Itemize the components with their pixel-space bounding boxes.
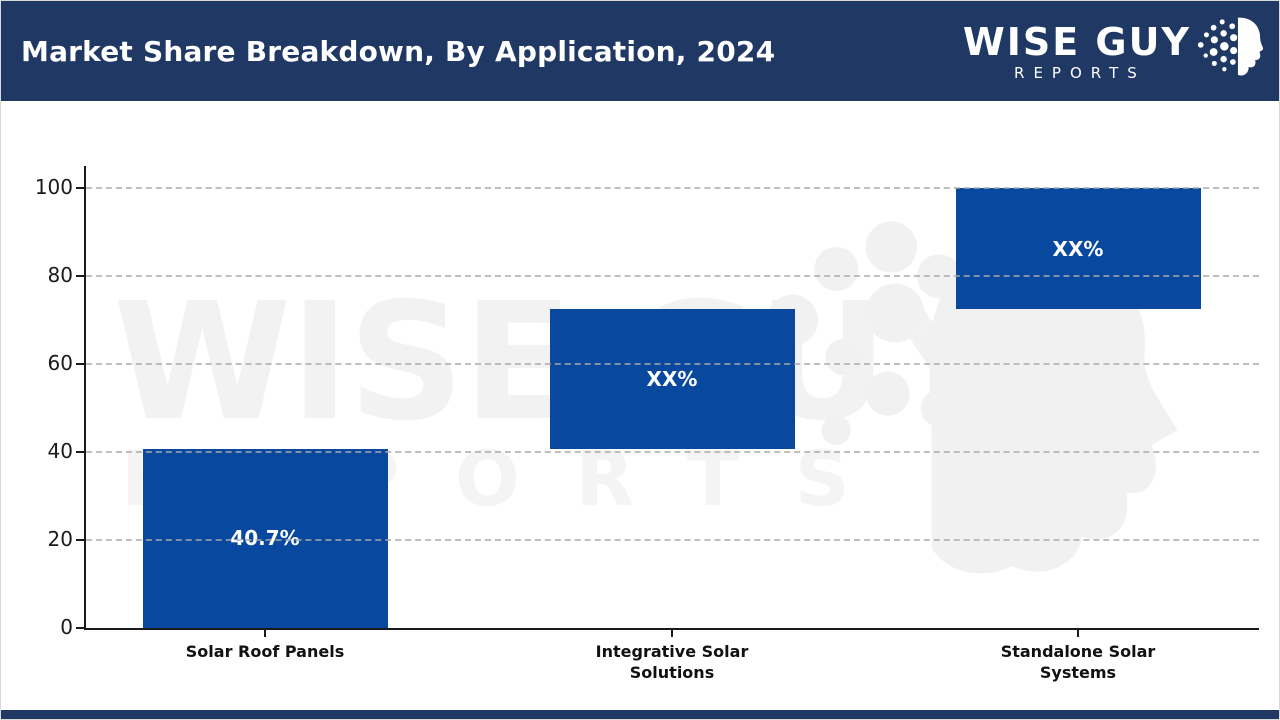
- bar: XX%: [549, 309, 795, 449]
- logo-reports-label: REPORTS: [1014, 64, 1146, 82]
- wise-guy-reports-logo: WISE GUY REPORTS: [963, 9, 1263, 95]
- y-tick-label: 20: [47, 527, 73, 551]
- bar-value-label: 40.7%: [230, 526, 300, 551]
- x-tick-mark: [1077, 630, 1079, 637]
- y-tick-label: 100: [34, 175, 73, 199]
- y-tick-mark: [76, 275, 84, 277]
- y-tick-mark: [76, 187, 84, 189]
- y-tick-label: 0: [60, 615, 73, 639]
- gridline: [86, 275, 1259, 277]
- category-label: Integrative Solar Solutions: [595, 642, 749, 682]
- gridline: [86, 363, 1259, 365]
- gridline: [86, 539, 1259, 541]
- logo-wiseguy-label: WISE GUY: [962, 20, 1191, 64]
- x-tick-mark: [671, 630, 673, 637]
- gridline: [86, 187, 1259, 189]
- y-tick-mark: [76, 363, 84, 365]
- bar-value-label: XX%: [646, 366, 698, 391]
- logo-text: WISE GUY REPORTS: [963, 22, 1191, 82]
- footer-bar: [1, 710, 1279, 719]
- bar: 40.7%: [142, 448, 388, 628]
- bar-value-label: XX%: [1052, 236, 1104, 261]
- y-tick-label: 40: [47, 439, 73, 463]
- bar: XX%: [955, 188, 1201, 309]
- gridline: [86, 451, 1259, 453]
- logo-face-dots-icon: [1197, 17, 1263, 76]
- category-label: Solar Roof Panels: [185, 642, 345, 661]
- y-tick-mark: [76, 451, 84, 453]
- y-tick-label: 60: [47, 351, 73, 375]
- header-bar: Market Share Breakdown, By Application, …: [1, 1, 1279, 101]
- y-tick-label: 80: [47, 263, 73, 287]
- x-axis-spine: [84, 628, 1259, 630]
- y-axis-spine: [84, 166, 86, 630]
- y-tick-mark: [76, 539, 84, 541]
- category-label: Standalone Solar Systems: [1000, 642, 1156, 682]
- y-tick-mark: [76, 627, 84, 629]
- page-title: Market Share Breakdown, By Application, …: [21, 34, 776, 68]
- x-tick-mark: [264, 630, 266, 637]
